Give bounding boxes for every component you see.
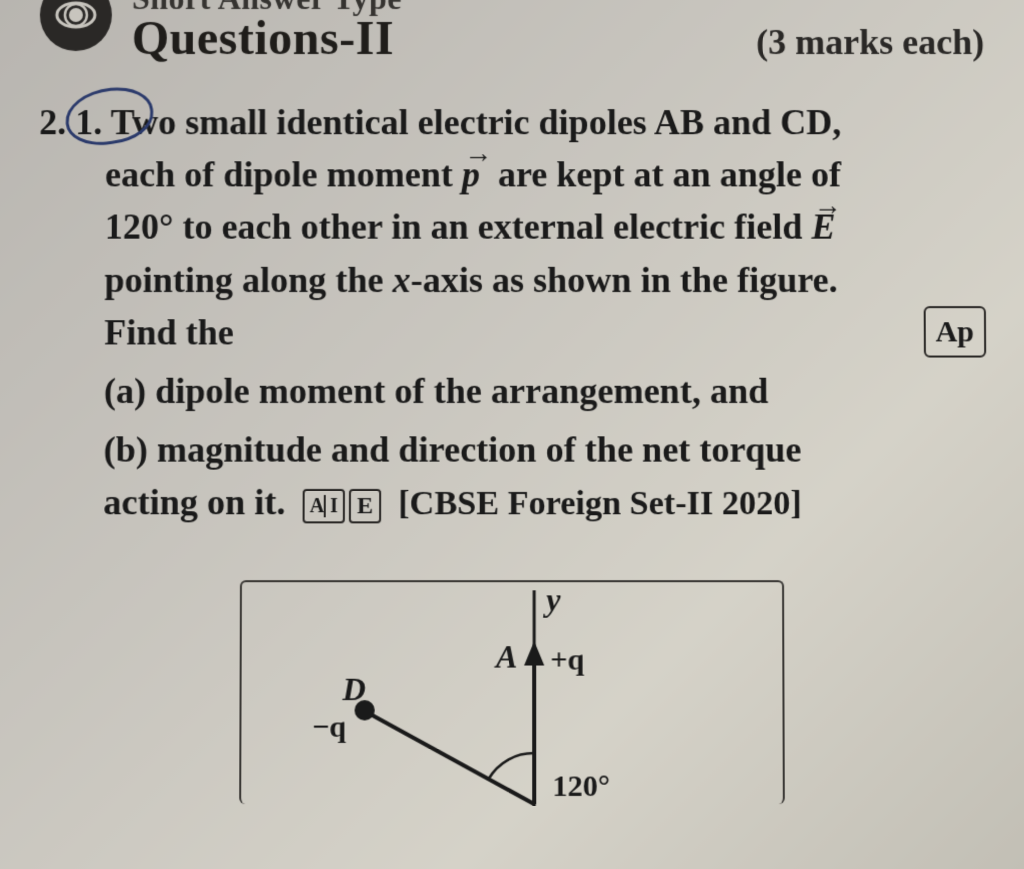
q-body-3a: 120° to each other in an external electr…: [105, 207, 803, 247]
figure-area: y A +q D −q 120°: [35, 580, 989, 804]
q-body-5: Find the: [104, 312, 234, 352]
part-a: (a) dipole moment of the arrangement, an…: [37, 365, 986, 418]
marks-label: (3 marks each): [756, 21, 984, 63]
page: Short Answer Type Questions-II (3 marks …: [0, 0, 1024, 804]
question-number-wrap: 2. 1.: [39, 96, 102, 148]
q-body-2: each of dipole moment: [105, 154, 453, 194]
source-citation: [CBSE Foreign Set-II 2020]: [398, 485, 802, 522]
figure-box: y A +q D −q 120°: [239, 580, 785, 804]
header-text: Short Answer Type Questions-II (3 marks …: [132, 0, 985, 66]
dipole-figure-svg: y A +q D −q 120°: [241, 582, 787, 806]
angle-label: 120°: [552, 769, 610, 803]
vector-p: p: [462, 154, 480, 194]
q-body-4: pointing along the: [104, 259, 383, 299]
plusq-label: +q: [550, 643, 584, 677]
part-b-line2: acting on it.: [103, 482, 285, 523]
A-label: A: [494, 638, 518, 675]
q-body-4b: -axis as shown in the figure.: [411, 259, 838, 299]
part-b: (b) magnitude and direction of the net t…: [37, 423, 988, 529]
part-b-line1: (b) magnitude and direction of the net t…: [104, 429, 802, 469]
y-label: y: [542, 582, 561, 618]
q-first-word: Two: [111, 102, 177, 142]
q-body-1: small identical electric dipoles AB and …: [185, 102, 841, 142]
q-body-2b: are kept at an angle of: [498, 154, 841, 194]
title-row: Questions-II (3 marks each): [132, 11, 985, 66]
minusq-label: −q: [312, 710, 346, 744]
header-row: Short Answer Type Questions-II (3 marks …: [40, 0, 985, 66]
ap-badge: Ap: [923, 306, 986, 358]
e-badge: E: [349, 489, 381, 523]
D-label: D: [341, 670, 365, 707]
question-text: 2. 1. Two small identical electric dipol…: [38, 96, 986, 358]
inline-badges: A I E: [303, 489, 382, 523]
vector-E: E: [811, 207, 835, 247]
book-icon: A I: [303, 489, 345, 523]
question-block: 2. 1. Two small identical electric dipol…: [37, 96, 988, 529]
section-title: Questions-II: [132, 11, 394, 66]
eye-icon: [40, 0, 112, 51]
q-number-prefix: 2.: [39, 102, 66, 142]
q-number: 1.: [75, 102, 102, 142]
x-axis-var: x: [393, 259, 411, 299]
